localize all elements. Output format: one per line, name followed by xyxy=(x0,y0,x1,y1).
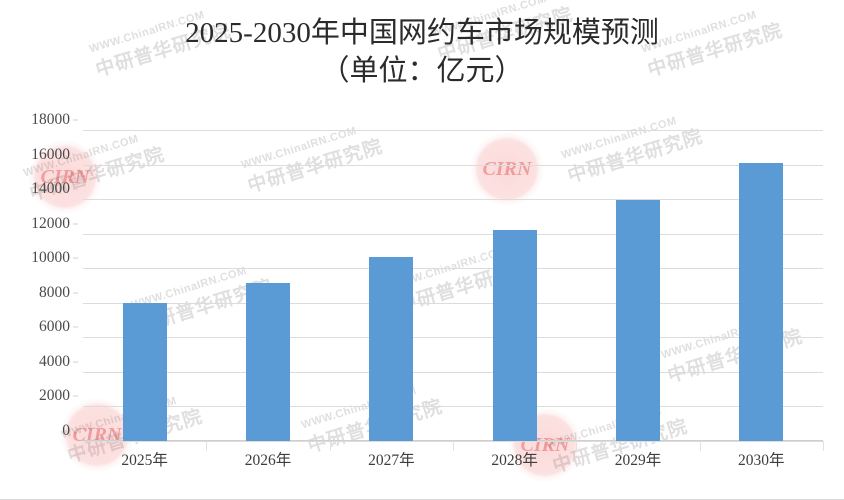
bar-2025年[interactable] xyxy=(122,302,167,441)
bar-slot xyxy=(330,130,453,441)
bar-slot xyxy=(453,130,576,441)
plot-area xyxy=(83,130,824,451)
y-axis-tick-mark xyxy=(73,119,78,121)
bar-2029年[interactable] xyxy=(615,199,660,441)
axis-baseline xyxy=(83,439,823,441)
y-axis-tick-mark xyxy=(73,395,78,397)
x-axis-tick-label: 2027年 xyxy=(368,452,415,469)
y-axis-tick-mark xyxy=(73,223,78,225)
x-axis: 2025年 2026年 2027年 2028年 2029年 2030年 xyxy=(83,448,823,470)
gridline xyxy=(83,268,823,270)
gridline xyxy=(83,233,823,235)
gridline xyxy=(83,337,823,339)
gridline xyxy=(83,164,823,166)
gridline xyxy=(83,199,823,201)
bar-slot xyxy=(576,130,699,441)
bar-2027年[interactable] xyxy=(369,256,414,441)
y-axis-tick-label: 4000 xyxy=(39,352,70,370)
y-axis-tick-label: 6000 xyxy=(39,318,70,336)
bar-slot xyxy=(700,130,823,441)
x-axis-tick-mark xyxy=(83,440,84,451)
bar-2030年[interactable] xyxy=(739,162,784,441)
chart-title-line-2: （单位：亿元） xyxy=(320,55,524,88)
y-axis-tick-label: 12000 xyxy=(31,214,70,232)
x-axis-tick-label: 2030年 xyxy=(738,452,785,469)
bar-2026年[interactable] xyxy=(245,282,290,441)
y-axis-tick-label: 8000 xyxy=(39,283,70,301)
x-axis-tick-label: 2029年 xyxy=(614,452,662,469)
y-axis-tick-label: 14000 xyxy=(31,180,70,198)
x-axis-tick-mark xyxy=(823,440,824,451)
chart-title-line-1: 2025-2030年中国网约车市场规模预测 xyxy=(185,17,659,49)
y-axis-tick-mark xyxy=(73,361,78,363)
x-axis-tick-mark xyxy=(453,440,454,451)
bar-series xyxy=(83,130,823,441)
x-axis-tick-label: 2028年 xyxy=(491,452,538,469)
y-axis: 18000 16000 14000 12000 10000 8000 6000 4000 200… xyxy=(0,111,78,451)
x-axis-tick-label: 2026年 xyxy=(244,452,292,469)
y-axis-tick-label: 16000 xyxy=(31,145,70,163)
chart-title: 2025-2030年中国网约车市场规模预测 （单位：亿元） xyxy=(0,14,844,91)
bar-2028年[interactable] xyxy=(492,230,537,441)
y-axis-tick-label: 18000 xyxy=(31,111,70,128)
x-axis-tick-mark xyxy=(329,440,331,451)
bar-slot xyxy=(83,130,206,441)
y-axis-tick-label: 10000 xyxy=(31,249,70,267)
gridline xyxy=(83,406,823,408)
x-tick-row xyxy=(83,431,824,451)
x-axis-tick-mark xyxy=(576,440,578,451)
y-axis-tick-label: 0 xyxy=(62,421,70,439)
x-axis-tick-mark xyxy=(206,440,208,451)
y-axis-tick-mark xyxy=(73,326,78,328)
y-axis-tick-mark xyxy=(73,154,78,156)
x-axis-tick-label: 2025年 xyxy=(121,452,168,469)
gridline xyxy=(83,302,823,304)
y-axis-tick-mark xyxy=(73,188,78,190)
y-axis-tick-mark xyxy=(73,257,78,259)
y-axis-tick-label: 2000 xyxy=(39,387,70,405)
gridline xyxy=(83,130,823,131)
x-axis-tick-mark xyxy=(699,440,701,451)
y-axis-tick-mark xyxy=(73,292,78,294)
y-axis-tick-mark xyxy=(73,430,78,432)
gridline xyxy=(83,371,823,373)
bar-slot xyxy=(206,130,329,441)
